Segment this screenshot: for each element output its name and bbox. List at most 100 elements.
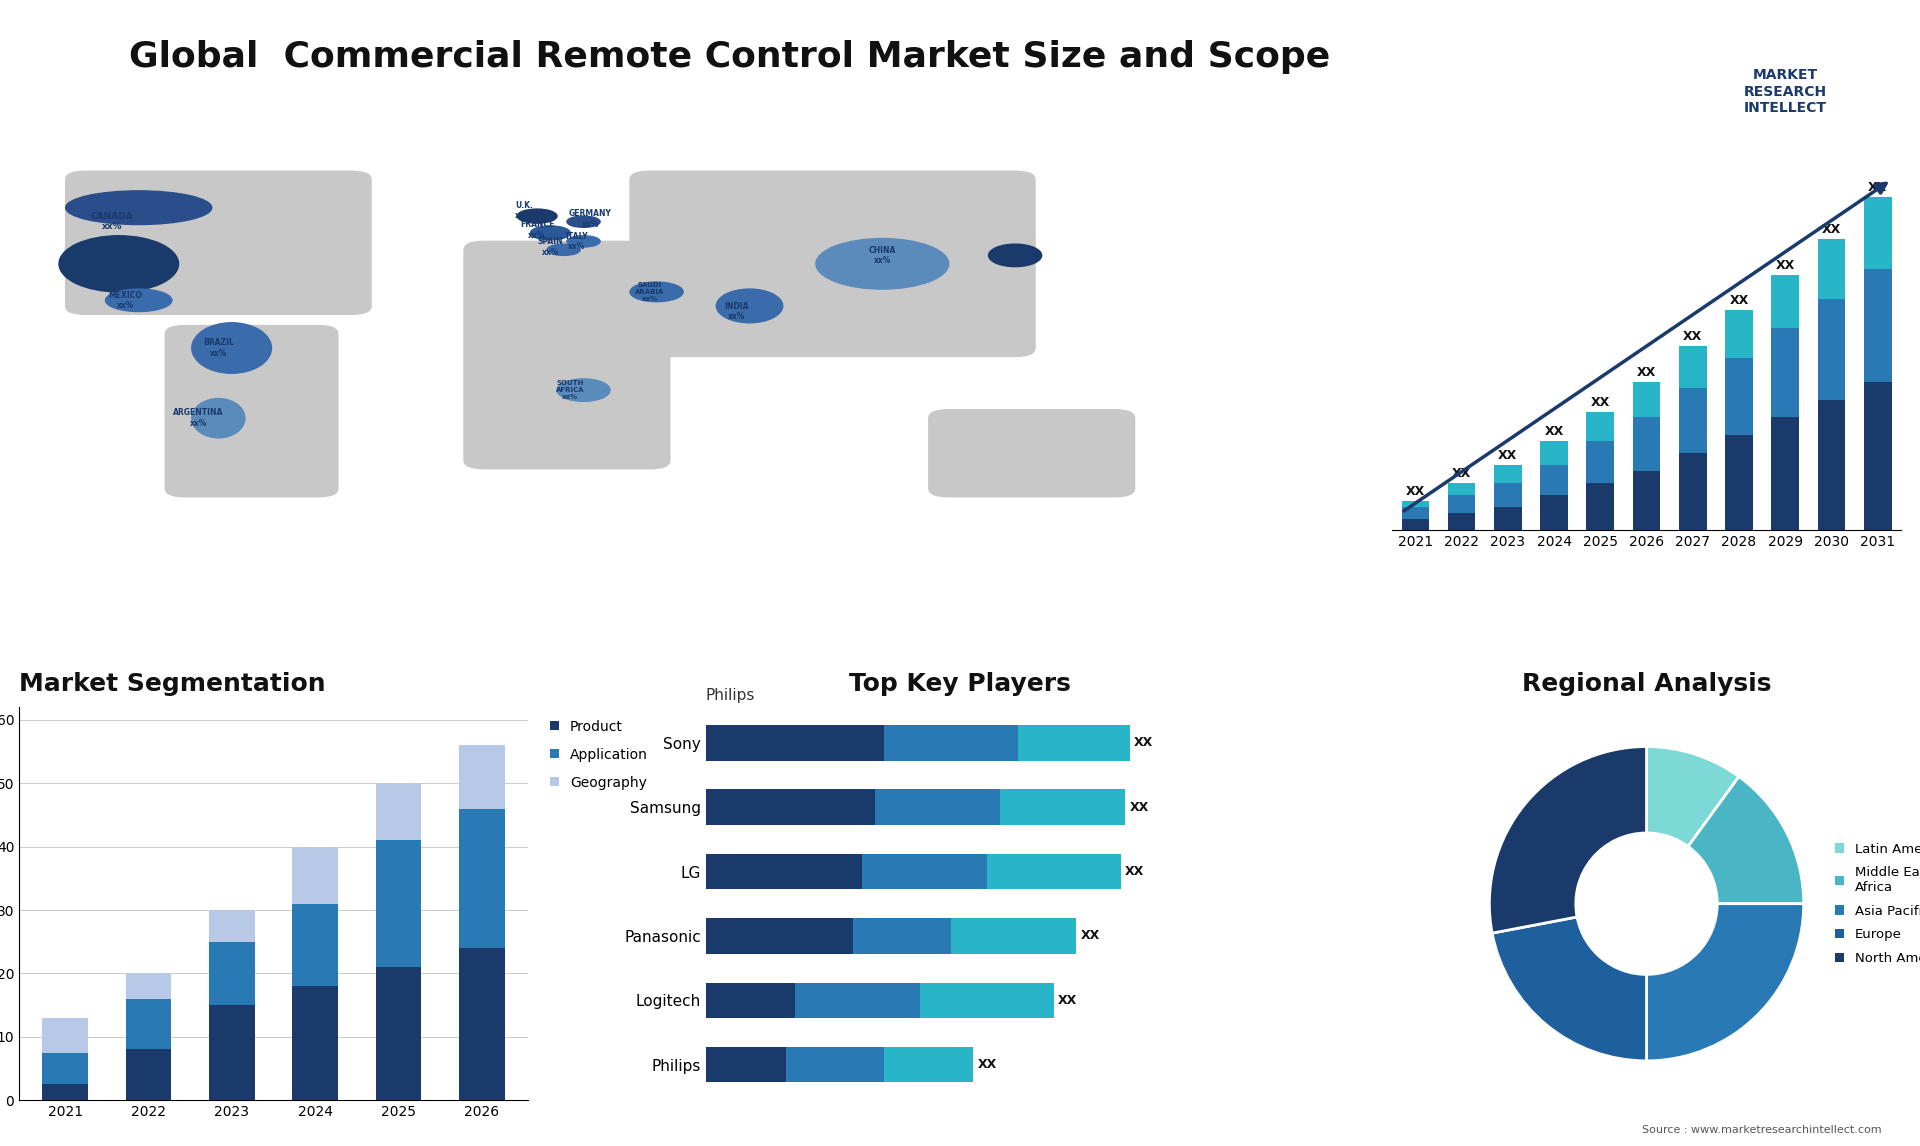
Text: INDIA
xx%: INDIA xx%: [724, 301, 749, 321]
Bar: [1448, 482, 1475, 495]
Bar: [920, 982, 1054, 1018]
Bar: [1678, 346, 1707, 387]
Bar: [42, 1053, 88, 1084]
Bar: [1632, 471, 1661, 531]
Wedge shape: [1647, 746, 1740, 847]
Text: SOUTH
AFRICA
xx%: SOUTH AFRICA xx%: [557, 380, 584, 400]
FancyBboxPatch shape: [929, 410, 1135, 496]
Text: Global  Commercial Remote Control Market Size and Scope: Global Commercial Remote Control Market …: [129, 40, 1331, 74]
Ellipse shape: [192, 399, 246, 438]
Bar: [376, 967, 420, 1100]
Bar: [707, 982, 795, 1018]
Bar: [1448, 512, 1475, 531]
Bar: [292, 847, 338, 904]
Bar: [42, 1018, 88, 1053]
Text: Source : www.marketresearchintellect.com: Source : www.marketresearchintellect.com: [1642, 1124, 1882, 1135]
Text: XX: XX: [1684, 330, 1703, 343]
Bar: [1864, 197, 1891, 269]
Bar: [795, 982, 920, 1018]
FancyBboxPatch shape: [165, 325, 338, 496]
Bar: [885, 1047, 973, 1082]
Ellipse shape: [566, 236, 601, 248]
Bar: [1402, 501, 1428, 507]
Text: XX: XX: [1129, 801, 1148, 814]
Bar: [1726, 435, 1753, 531]
Bar: [1402, 507, 1428, 518]
Bar: [707, 790, 876, 825]
Bar: [1402, 518, 1428, 531]
Bar: [1818, 400, 1845, 531]
Bar: [707, 918, 852, 953]
Bar: [950, 918, 1075, 953]
Ellipse shape: [557, 379, 611, 401]
Bar: [1000, 790, 1125, 825]
Text: U.K.
xx%: U.K. xx%: [515, 201, 532, 220]
Text: MARKET
RESEARCH
INTELLECT: MARKET RESEARCH INTELLECT: [1743, 69, 1828, 115]
Bar: [1540, 465, 1569, 495]
Bar: [1632, 382, 1661, 417]
Ellipse shape: [989, 244, 1043, 267]
Text: XX: XX: [1544, 425, 1563, 438]
Bar: [376, 840, 420, 967]
Text: CANADA
xx%: CANADA xx%: [90, 212, 134, 231]
Text: U.S.
xx%: U.S. xx%: [88, 257, 109, 276]
Text: XX: XX: [1081, 929, 1100, 942]
Text: SAUDI
ARABIA
xx%: SAUDI ARABIA xx%: [636, 282, 664, 301]
Bar: [1494, 507, 1523, 531]
Bar: [1540, 495, 1569, 531]
FancyBboxPatch shape: [65, 171, 371, 314]
Ellipse shape: [530, 226, 570, 240]
Legend: Latin America, Middle East &
Africa, Asia Pacific, Europe, North America: Latin America, Middle East & Africa, Asi…: [1830, 838, 1920, 971]
Text: XX: XX: [1776, 259, 1795, 272]
Wedge shape: [1492, 917, 1647, 1061]
FancyBboxPatch shape: [465, 242, 670, 469]
Bar: [209, 942, 255, 1005]
Text: MEXICO
xx%: MEXICO xx%: [109, 291, 142, 311]
Bar: [1818, 240, 1845, 299]
Text: JAPAN
xx%: JAPAN xx%: [1002, 245, 1027, 265]
Bar: [1632, 417, 1661, 471]
Text: BRAZIL
xx%: BRAZIL xx%: [204, 338, 234, 358]
Title: Regional Analysis: Regional Analysis: [1523, 672, 1772, 696]
Bar: [707, 725, 885, 761]
Bar: [292, 904, 338, 986]
Text: XX: XX: [1822, 223, 1841, 236]
Bar: [876, 790, 1000, 825]
Ellipse shape: [716, 289, 783, 323]
Text: GERMANY
xx%: GERMANY xx%: [568, 210, 612, 228]
Bar: [1494, 482, 1523, 507]
Text: XX: XX: [1868, 181, 1887, 195]
Ellipse shape: [60, 236, 179, 292]
Wedge shape: [1647, 904, 1803, 1061]
Text: XX: XX: [1498, 449, 1517, 462]
Bar: [459, 809, 505, 948]
Text: XX: XX: [1452, 466, 1471, 480]
Bar: [1772, 328, 1799, 417]
Bar: [1586, 482, 1615, 531]
Ellipse shape: [65, 191, 211, 225]
Bar: [1018, 725, 1129, 761]
Text: XX: XX: [1135, 736, 1154, 749]
Title: Top Key Players: Top Key Players: [849, 672, 1071, 696]
Bar: [862, 854, 987, 889]
Bar: [125, 999, 171, 1050]
Ellipse shape: [192, 323, 271, 374]
Bar: [125, 973, 171, 999]
Text: XX: XX: [977, 1058, 996, 1072]
Ellipse shape: [547, 244, 580, 256]
Text: XX: XX: [1590, 395, 1611, 408]
Text: ARGENTINA
xx%: ARGENTINA xx%: [173, 408, 223, 427]
Bar: [292, 986, 338, 1100]
FancyBboxPatch shape: [630, 171, 1035, 356]
Text: XX: XX: [1058, 994, 1077, 1006]
Text: ITALY
xx%: ITALY xx%: [566, 231, 588, 251]
Text: Philips: Philips: [707, 688, 755, 704]
Ellipse shape: [106, 289, 173, 312]
Bar: [1818, 299, 1845, 400]
Ellipse shape: [516, 209, 557, 223]
Bar: [785, 1047, 885, 1082]
Bar: [1864, 382, 1891, 531]
Text: SPAIN
xx%: SPAIN xx%: [538, 237, 563, 257]
Bar: [987, 854, 1121, 889]
Wedge shape: [1490, 746, 1647, 933]
